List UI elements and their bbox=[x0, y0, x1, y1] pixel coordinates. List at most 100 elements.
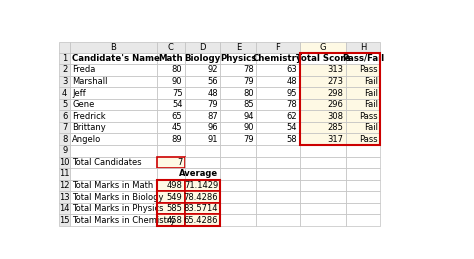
Bar bbox=[70, 145, 157, 157]
Text: 90: 90 bbox=[243, 123, 254, 132]
Bar bbox=[185, 191, 220, 203]
Bar bbox=[157, 157, 185, 168]
Bar bbox=[346, 203, 380, 214]
Text: 48: 48 bbox=[208, 89, 218, 98]
Bar bbox=[185, 133, 220, 145]
Text: 94: 94 bbox=[243, 112, 254, 121]
Bar bbox=[157, 53, 185, 64]
Bar bbox=[300, 122, 346, 133]
Bar bbox=[157, 180, 185, 191]
Text: C: C bbox=[168, 43, 174, 52]
Bar bbox=[157, 191, 185, 203]
Bar bbox=[256, 87, 300, 99]
Bar bbox=[256, 99, 300, 110]
Text: Pass: Pass bbox=[359, 66, 378, 75]
Bar bbox=[220, 133, 256, 145]
Bar bbox=[185, 214, 220, 226]
Bar bbox=[185, 122, 220, 133]
Text: 458: 458 bbox=[166, 215, 182, 225]
Bar bbox=[185, 76, 220, 87]
Bar bbox=[346, 168, 380, 180]
Text: 308: 308 bbox=[328, 112, 344, 121]
Text: 9: 9 bbox=[62, 146, 67, 155]
Bar bbox=[256, 64, 300, 76]
Bar bbox=[220, 76, 256, 87]
Bar bbox=[185, 168, 220, 180]
Bar bbox=[70, 99, 157, 110]
Text: Gene: Gene bbox=[73, 100, 95, 109]
Bar bbox=[220, 145, 256, 157]
Text: 8: 8 bbox=[62, 135, 67, 144]
Text: Fail: Fail bbox=[364, 89, 378, 98]
Bar bbox=[59, 76, 70, 87]
Text: 14: 14 bbox=[59, 204, 70, 213]
Bar bbox=[59, 214, 70, 226]
Bar bbox=[346, 122, 380, 133]
Bar bbox=[300, 214, 346, 226]
Bar bbox=[70, 42, 157, 53]
Text: 85: 85 bbox=[243, 100, 254, 109]
Text: Pass/Fail: Pass/Fail bbox=[342, 54, 384, 63]
Bar bbox=[157, 133, 185, 145]
Text: 48: 48 bbox=[287, 77, 297, 86]
Bar bbox=[157, 214, 185, 226]
Bar bbox=[300, 133, 346, 145]
Bar bbox=[300, 53, 380, 145]
Bar bbox=[300, 168, 346, 180]
Text: Total Marks in Math: Total Marks in Math bbox=[73, 181, 154, 190]
Text: 3: 3 bbox=[62, 77, 67, 86]
Bar bbox=[157, 122, 185, 133]
Text: 7: 7 bbox=[177, 158, 182, 167]
Text: 83.5714: 83.5714 bbox=[183, 204, 218, 213]
Text: Total Candidates: Total Candidates bbox=[73, 158, 142, 167]
Text: 65.4286: 65.4286 bbox=[183, 215, 218, 225]
Bar bbox=[256, 145, 300, 157]
Bar bbox=[256, 180, 300, 191]
Bar bbox=[256, 42, 300, 53]
Text: 79: 79 bbox=[208, 100, 218, 109]
Bar bbox=[300, 157, 346, 168]
Bar bbox=[346, 191, 380, 203]
Text: Freda: Freda bbox=[73, 66, 96, 75]
Text: G: G bbox=[319, 43, 326, 52]
Text: 80: 80 bbox=[172, 66, 182, 75]
Bar bbox=[256, 214, 300, 226]
Text: 13: 13 bbox=[59, 192, 70, 202]
Bar bbox=[59, 64, 70, 76]
Text: 90: 90 bbox=[172, 77, 182, 86]
Bar bbox=[220, 122, 256, 133]
Text: 78: 78 bbox=[286, 100, 297, 109]
Bar bbox=[300, 99, 346, 110]
Bar bbox=[346, 87, 380, 99]
Bar bbox=[220, 203, 256, 214]
Bar bbox=[59, 168, 70, 180]
Text: 10: 10 bbox=[59, 158, 70, 167]
Text: 62: 62 bbox=[287, 112, 297, 121]
Bar bbox=[70, 203, 157, 214]
Bar bbox=[185, 157, 220, 168]
Text: 296: 296 bbox=[328, 100, 344, 109]
Bar bbox=[59, 99, 70, 110]
Bar bbox=[220, 64, 256, 76]
Bar bbox=[256, 157, 300, 168]
Bar bbox=[185, 180, 220, 191]
Text: 317: 317 bbox=[328, 135, 344, 144]
Text: Angelo: Angelo bbox=[73, 135, 102, 144]
Text: 89: 89 bbox=[172, 135, 182, 144]
Text: 54: 54 bbox=[172, 100, 182, 109]
Bar bbox=[346, 145, 380, 157]
Text: 285: 285 bbox=[328, 123, 344, 132]
Bar bbox=[220, 99, 256, 110]
Text: 63: 63 bbox=[286, 66, 297, 75]
Bar bbox=[220, 87, 256, 99]
Bar bbox=[185, 53, 220, 64]
Text: 78: 78 bbox=[243, 66, 254, 75]
Bar bbox=[300, 203, 346, 214]
Bar bbox=[185, 99, 220, 110]
Text: Fail: Fail bbox=[364, 77, 378, 86]
Text: 11: 11 bbox=[59, 169, 70, 178]
Bar bbox=[256, 203, 300, 214]
Text: 79: 79 bbox=[243, 135, 254, 144]
Text: 87: 87 bbox=[207, 112, 218, 121]
Bar bbox=[220, 157, 256, 168]
